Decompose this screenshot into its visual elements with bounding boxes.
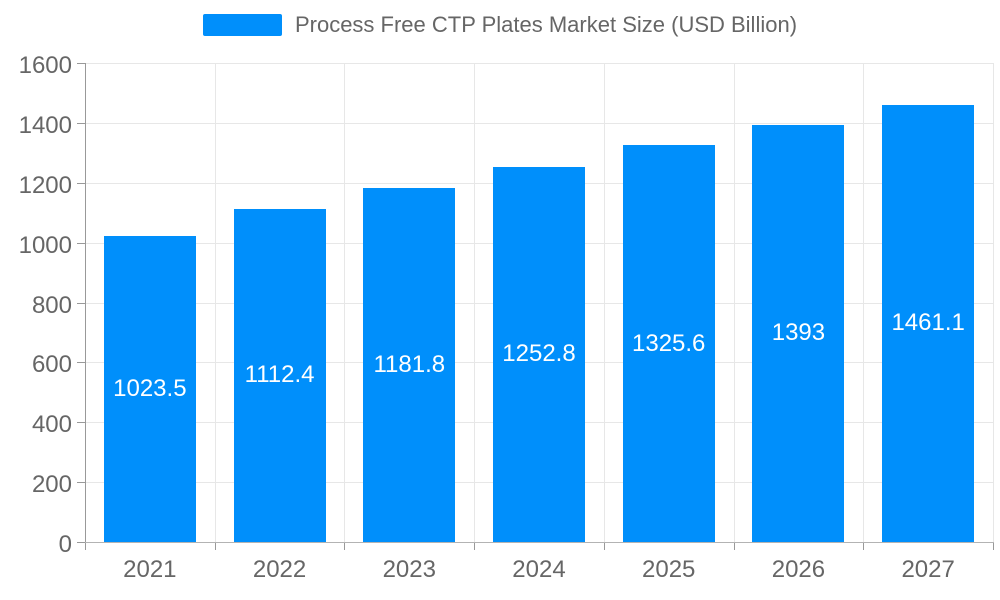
h-gridline	[85, 122, 993, 124]
v-gridline	[474, 63, 476, 542]
y-tick-label: 400	[31, 411, 72, 439]
x-tick-label: 2027	[901, 556, 955, 583]
x-axis-tick	[214, 543, 216, 550]
v-gridline	[344, 63, 346, 542]
v-gridline	[863, 63, 865, 542]
x-tick-label: 2021	[123, 556, 177, 583]
y-axis-tick	[77, 362, 85, 364]
bar-2021[interactable]: 1023.5	[103, 235, 196, 542]
bar-2025[interactable]: 1325.6	[622, 145, 715, 542]
bar-2023[interactable]: 1181.8	[363, 188, 456, 542]
y-tick-label: 0	[58, 531, 72, 558]
y-axis-tick	[77, 182, 85, 184]
bar-value-label: 1023.5	[113, 374, 187, 402]
v-gridline	[603, 63, 605, 542]
y-tick-label: 800	[31, 291, 72, 319]
x-axis-tick	[733, 543, 735, 550]
v-gridline	[214, 63, 216, 542]
chart-legend-item[interactable]: Process Free CTP Plates Market Size (USD…	[0, 14, 1000, 36]
y-axis-tick	[77, 122, 85, 124]
y-axis-tick	[77, 422, 85, 424]
bar-value-label: 1393	[771, 319, 826, 347]
plot-area: 1023.5 1112.4 1181.8 1252.8 1325.6 1393 1461.1	[77, 63, 994, 550]
y-tick-label: 200	[31, 471, 72, 499]
y-axis-line	[85, 63, 86, 542]
x-axis-tick	[993, 543, 994, 550]
y-axis-tick	[77, 63, 85, 64]
y-tick-label: 1000	[18, 231, 72, 259]
bar-2026[interactable]: 1393	[752, 124, 845, 542]
x-tick-label: 2026	[771, 556, 826, 583]
h-gridline	[85, 63, 993, 64]
x-axis-line	[77, 542, 994, 543]
x-axis-tick	[344, 543, 346, 550]
y-axis-tick	[77, 302, 85, 304]
bar-value-label: 1112.4	[244, 361, 315, 389]
y-axis-tick	[77, 542, 85, 543]
x-tick-label: 2023	[382, 556, 436, 583]
bar-value-label: 1461.1	[891, 309, 965, 337]
y-tick-label: 600	[31, 351, 72, 379]
x-axis-tick	[474, 543, 476, 550]
legend-swatch	[202, 14, 282, 36]
x-tick-label: 2025	[642, 556, 696, 583]
x-axis-tick	[603, 543, 605, 550]
x-axis-tick	[863, 543, 865, 550]
bar-value-label: 1252.8	[502, 340, 576, 368]
bar-2024[interactable]: 1252.8	[492, 166, 586, 542]
x-tick-label: 2022	[252, 556, 307, 583]
y-axis-tick	[77, 482, 85, 484]
v-gridline	[733, 63, 735, 542]
bar-2027[interactable]: 1461.1	[882, 104, 975, 542]
v-gridline	[993, 63, 994, 542]
x-tick-label: 2024	[512, 556, 566, 583]
x-axis-tick	[85, 543, 86, 550]
bar-value-label: 1181.8	[373, 351, 446, 379]
bar-2022[interactable]: 1112.4	[233, 208, 326, 542]
y-tick-label: 1600	[18, 52, 72, 79]
legend-label: Process Free CTP Plates Market Size (USD…	[294, 12, 798, 37]
y-tick-label: 1200	[18, 171, 72, 199]
bar-value-label: 1325.6	[632, 329, 706, 357]
y-axis-tick	[77, 242, 85, 244]
y-tick-label: 1400	[18, 111, 72, 139]
